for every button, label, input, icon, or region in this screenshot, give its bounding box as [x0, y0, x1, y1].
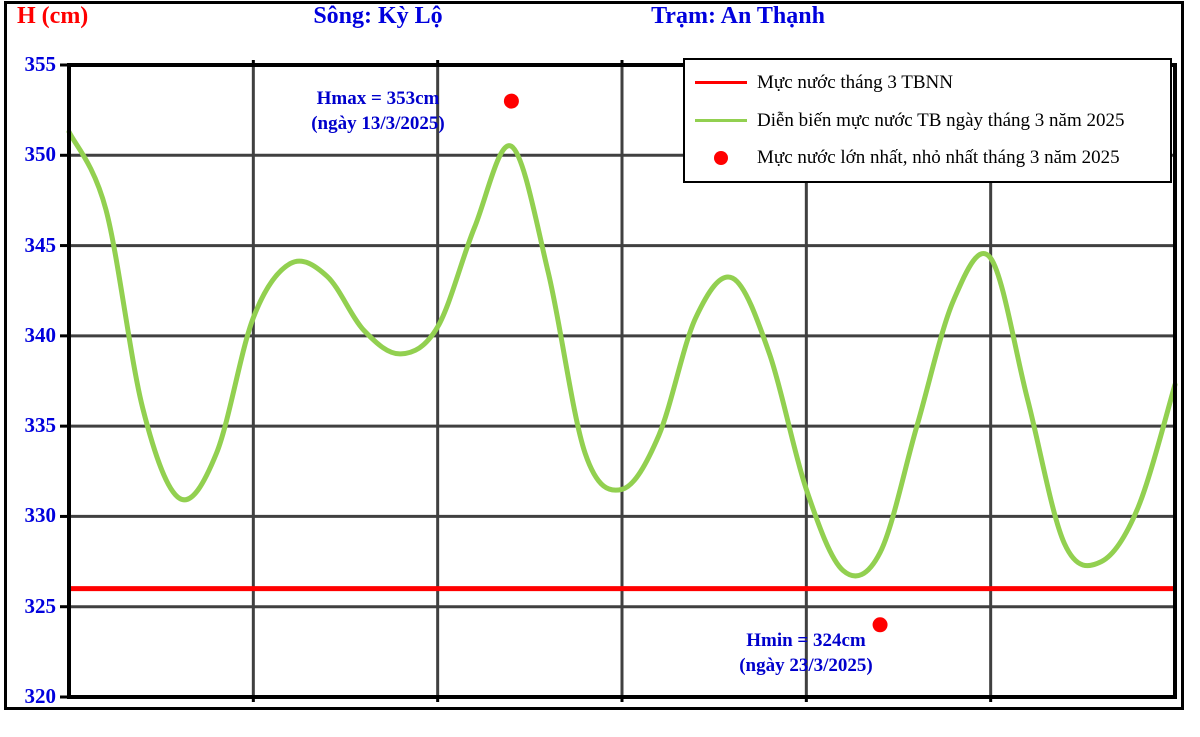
legend: Mực nước tháng 3 TBNN Diễn biến mực nước…	[683, 58, 1172, 183]
chart-title-river: Sông: Kỳ Lộ	[313, 3, 443, 29]
y-axis-label: 340	[24, 322, 57, 347]
annotation-hmax-value: Hmax = 353cm	[316, 88, 440, 109]
hmax-point	[503, 93, 519, 109]
annotation-hmin-value: Hmin = 324cm	[746, 630, 866, 651]
legend-label: Diễn biến mực nước TB ngày tháng 3 năm 2…	[757, 109, 1125, 131]
green-line-swatch-icon	[685, 119, 757, 122]
legend-label: Mực nước tháng 3 TBNN	[757, 71, 953, 93]
series-line-daily-average	[66, 129, 1178, 579]
y-axis-label: 330	[24, 503, 57, 528]
plot-border	[67, 63, 1177, 699]
hmin-point	[872, 617, 888, 633]
y-axis-label: 335	[24, 413, 57, 438]
chart-title-station: Trạm: An Thạnh	[651, 3, 825, 29]
y-axis-label: 325	[24, 593, 57, 618]
red-dot-swatch-icon	[685, 151, 757, 166]
annotation-hmin-date: (ngày 23/3/2025)	[739, 655, 873, 676]
annotation-hmax: Hmax = 353cm (ngày 13/3/2025)	[258, 86, 498, 136]
y-axis-label: 350	[24, 142, 57, 167]
legend-item-max-min: Mực nước lớn nhất, nhỏ nhất tháng 3 năm …	[685, 139, 1170, 177]
annotation-hmax-date: (ngày 13/3/2025)	[311, 113, 445, 134]
legend-item-tbnn: Mực nước tháng 3 TBNN	[685, 64, 1170, 102]
red-line-swatch-icon	[685, 81, 757, 85]
y-axis-label: 355	[24, 52, 57, 76]
legend-label: Mực nước lớn nhất, nhỏ nhất tháng 3 năm …	[757, 147, 1120, 169]
y-axis-title: H (cm)	[17, 3, 89, 29]
y-axis-label: 320	[24, 684, 57, 708]
legend-item-daily-average: Diễn biến mực nước TB ngày tháng 3 năm 2…	[685, 102, 1170, 140]
annotation-hmin: Hmin = 324cm (ngày 23/3/2025)	[686, 628, 926, 678]
y-axis-label: 345	[24, 232, 57, 257]
